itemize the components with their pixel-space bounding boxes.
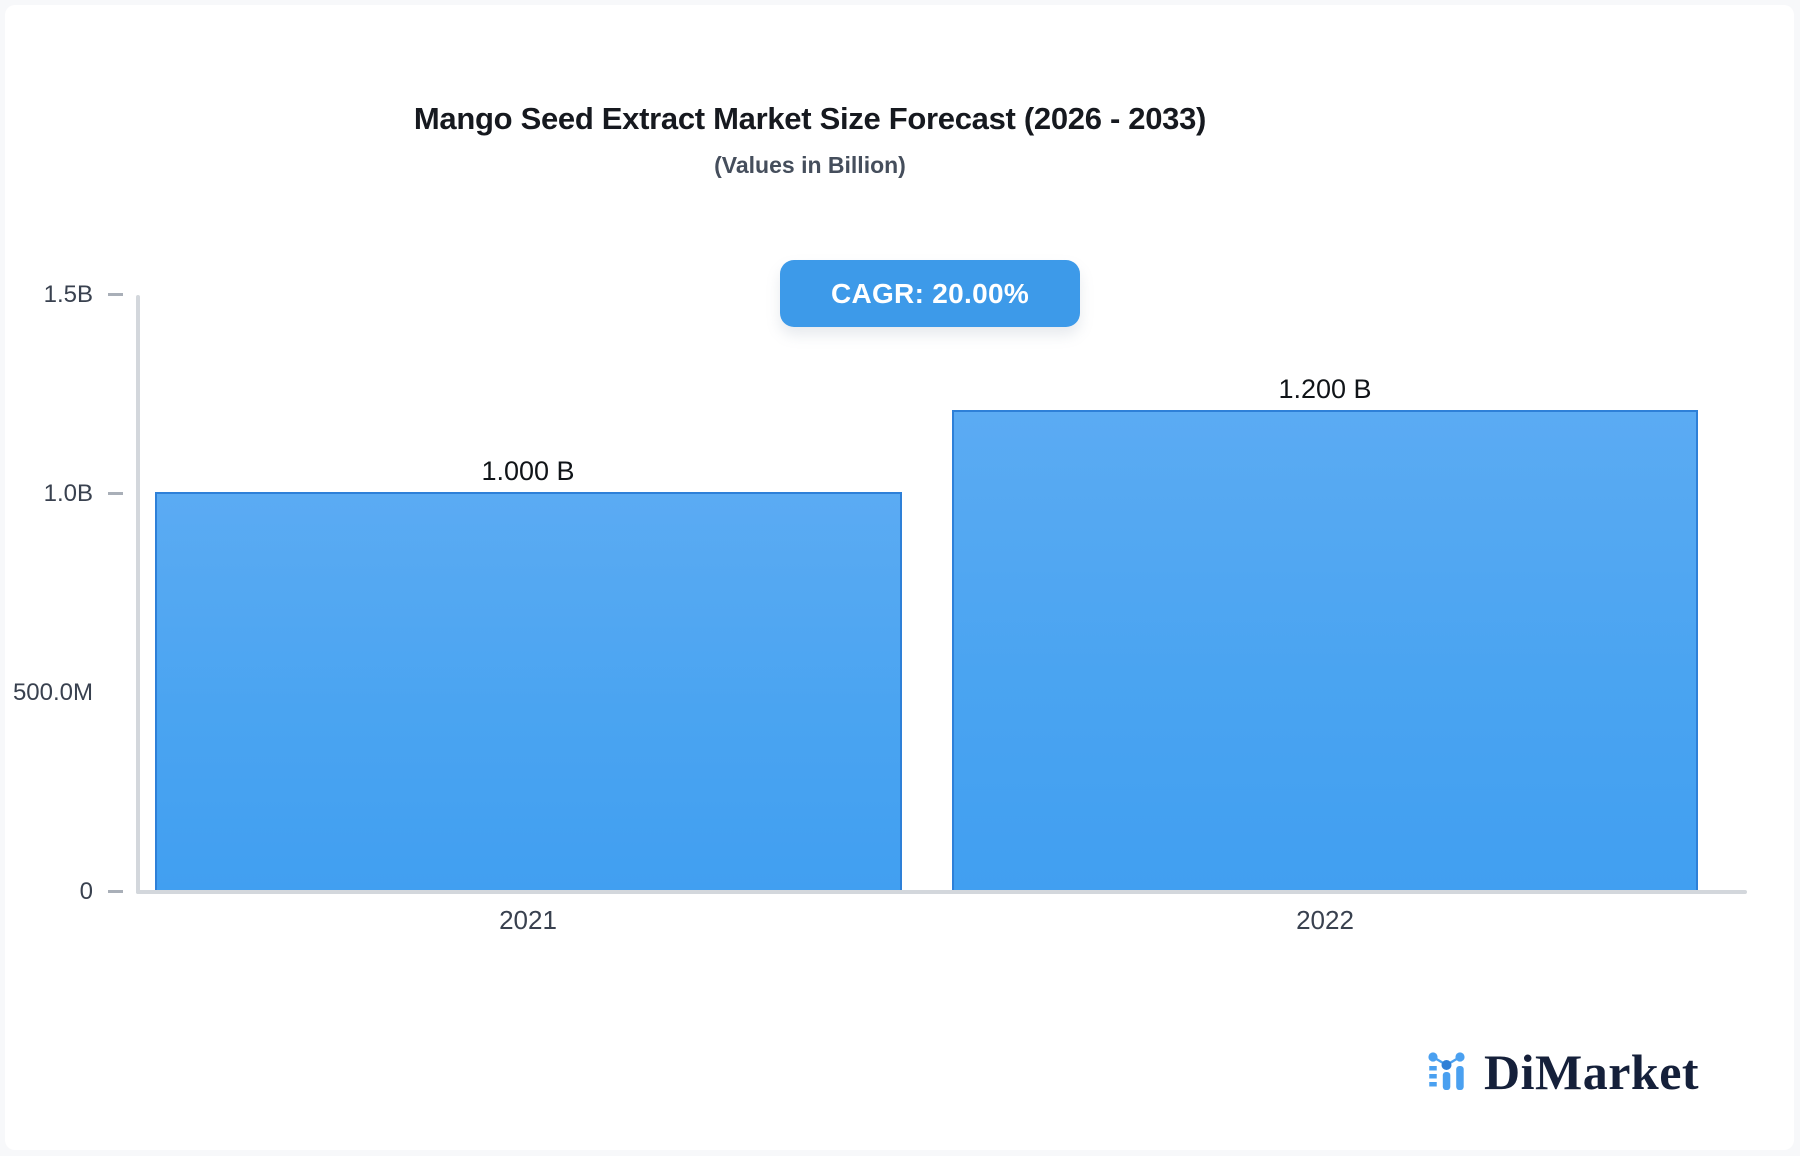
cagr-badge-label: CAGR: 20.00%: [830, 277, 1030, 309]
y-axis-label-0: 0: [79, 878, 93, 905]
cagr-badge: CAGR: 20.00%: [780, 260, 1080, 327]
chart-card: Mango Seed Extract Market Size Forecast …: [5, 5, 1794, 1150]
bar-value-label-2022: 1.200 B: [1278, 374, 1372, 404]
chart-subtitle: (Values in Billion): [714, 152, 906, 178]
chart-title: Mango Seed Extract Market Size Forecast …: [413, 101, 1207, 136]
bar-2021[interactable]: [155, 492, 902, 890]
y-axis-tick: [108, 890, 123, 893]
x-axis-label-2021: 2021: [499, 905, 557, 935]
x-axis-line: [136, 890, 1747, 894]
x-axis-label-2022: 2022: [1296, 905, 1354, 935]
y-axis-label-1-0b: 1.0B: [43, 480, 93, 507]
y-axis-label-1-5b: 1.5B: [43, 281, 93, 308]
bar-value-label-2021: 1.000 B: [481, 456, 575, 486]
y-axis-tick: [108, 492, 123, 495]
y-axis-line: [136, 295, 140, 894]
y-axis-label-500m: 500.0M: [12, 679, 93, 706]
brand-name: DiMarket: [1484, 1044, 1700, 1100]
brand-logo: DiMarket: [1425, 1043, 1699, 1101]
y-axis-tick: [108, 293, 123, 296]
bar-line-chart-icon: [1425, 1050, 1471, 1094]
bar-2022[interactable]: [952, 410, 1698, 890]
